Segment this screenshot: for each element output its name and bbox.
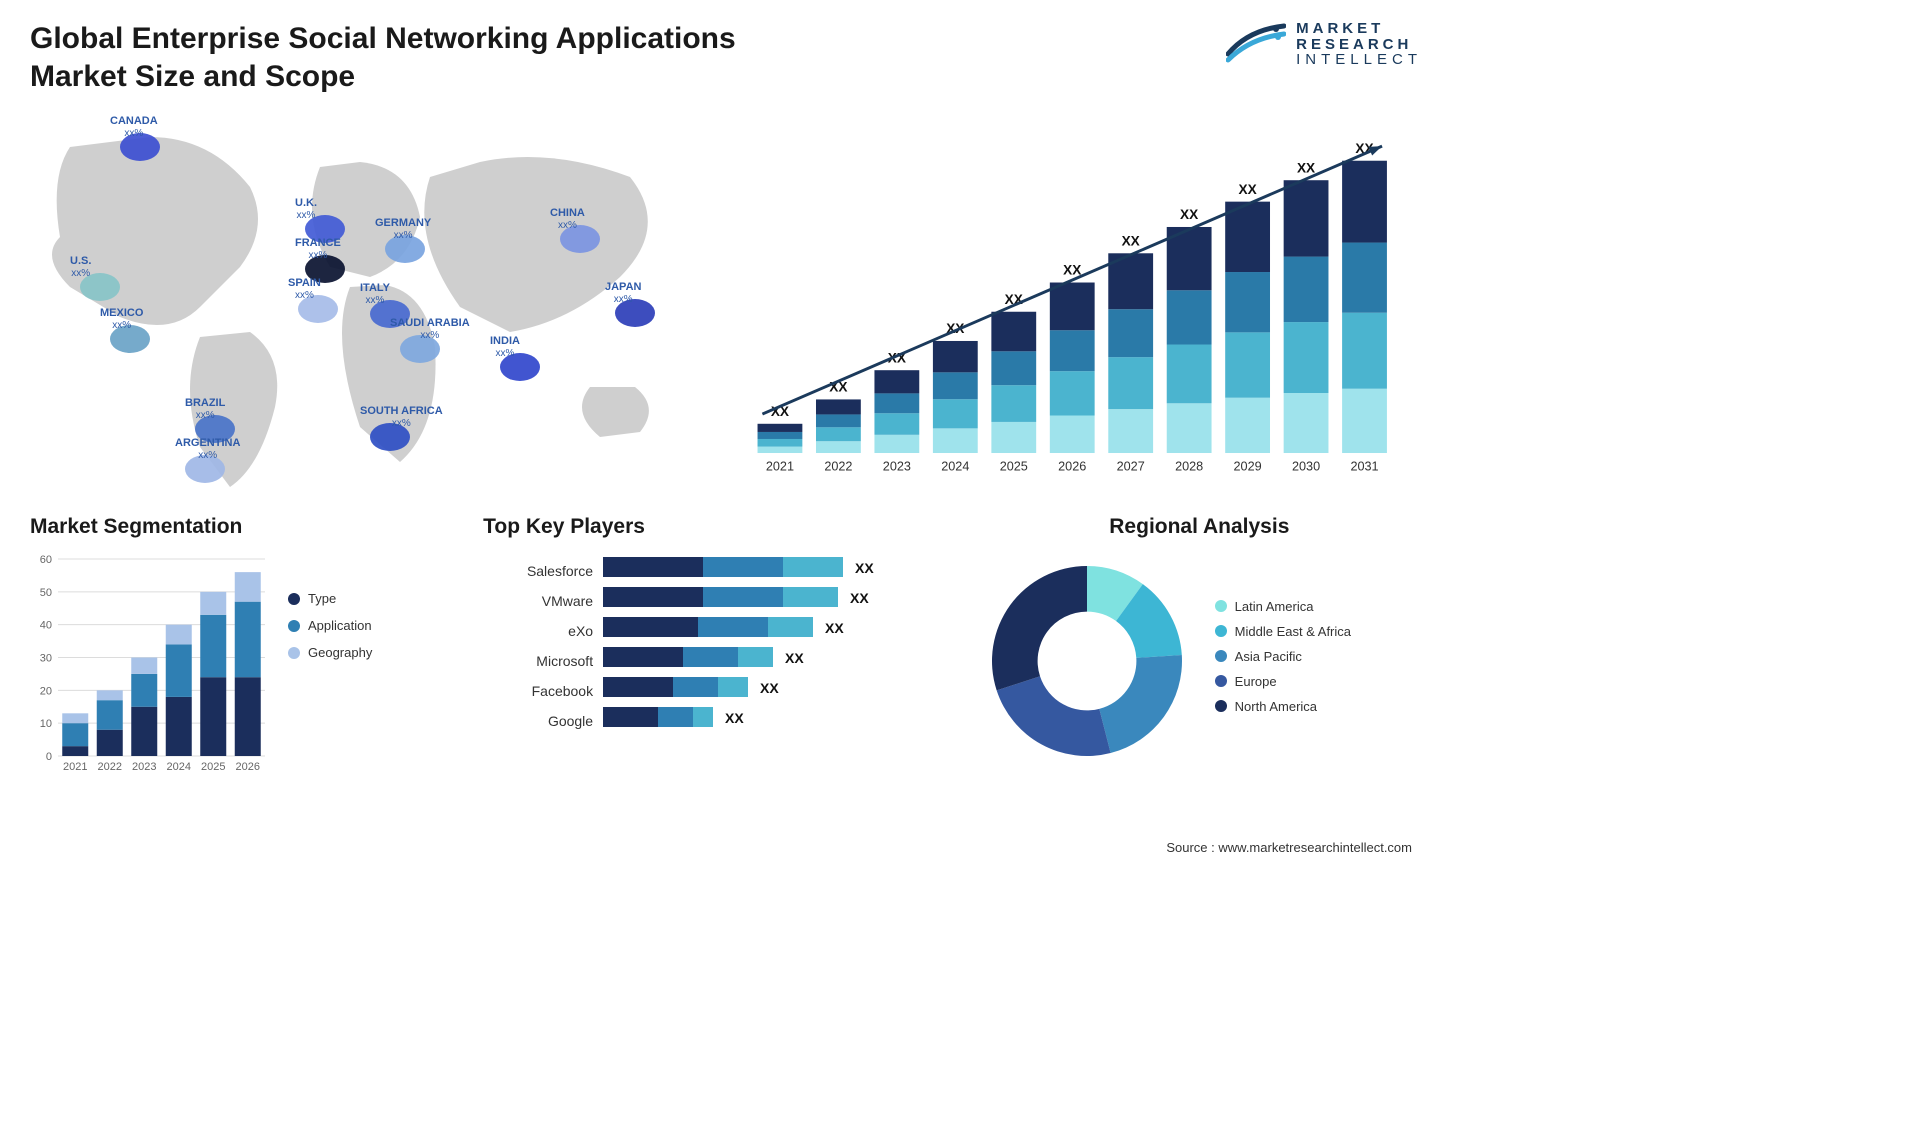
svg-text:XX: XX [760,680,779,696]
svg-text:2028: 2028 [1175,460,1203,474]
player-labels: SalesforceVMwareeXoMicrosoftFacebookGoog… [483,556,593,736]
svg-text:2026: 2026 [1058,460,1086,474]
svg-text:2022: 2022 [824,460,852,474]
brand-logo: MARKET RESEARCH INTELLECT [1226,20,1422,69]
page-title: Global Enterprise Social Networking Appl… [30,20,810,95]
region-legend-north-america: North America [1215,699,1351,714]
growth-chart: XX2021XX2022XX2023XX2024XX2025XX2026XX20… [740,107,1422,487]
segmentation-legend: Type Application Geography [288,551,372,672]
svg-text:XX: XX [785,650,804,666]
segmentation-title: Market Segmentation [30,515,455,539]
player-label-salesforce: Salesforce [483,556,593,586]
svg-text:50: 50 [40,587,52,599]
map-label-argentina: ARGENTINAxx% [175,437,240,461]
svg-text:2021: 2021 [63,761,87,773]
svg-text:2026: 2026 [236,761,260,773]
map-label-u-k-: U.K.xx% [295,197,317,221]
seg-legend-type: Type [288,591,372,606]
svg-text:0: 0 [46,751,52,763]
map-label-brazil: BRAZILxx% [185,397,225,421]
svg-text:XX: XX [825,620,844,636]
map-label-canada: CANADAxx% [110,115,158,139]
svg-text:2021: 2021 [766,460,794,474]
svg-text:XX: XX [1063,263,1081,278]
region-legend-europe: Europe [1215,674,1351,689]
svg-text:2025: 2025 [201,761,225,773]
map-label-spain: SPAINxx% [288,277,321,301]
regional-legend: Latin America Middle East & Africa Asia Pa… [1215,599,1351,724]
seg-legend-geography: Geography [288,645,372,660]
logo-line2: RESEARCH [1296,37,1422,53]
svg-text:20: 20 [40,685,52,697]
map-label-japan: JAPANxx% [605,281,641,305]
svg-text:2024: 2024 [941,460,969,474]
svg-text:XX: XX [1297,160,1315,175]
player-label-vmware: VMware [483,586,593,616]
region-legend-latin-america: Latin America [1215,599,1351,614]
svg-text:2024: 2024 [167,761,191,773]
region-legend-middle-east-africa: Middle East & Africa [1215,624,1351,639]
logo-line3: INTELLECT [1296,52,1422,68]
svg-text:2030: 2030 [1292,460,1320,474]
svg-text:2031: 2031 [1350,460,1378,474]
svg-text:XX: XX [850,590,869,606]
svg-text:2029: 2029 [1234,460,1262,474]
svg-text:10: 10 [40,718,52,730]
map-label-saudi-arabia: SAUDI ARABIAxx% [390,317,470,341]
map-label-india: INDIAxx% [490,335,520,359]
svg-text:2022: 2022 [98,761,122,773]
player-label-exo: eXo [483,616,593,646]
player-label-facebook: Facebook [483,676,593,706]
svg-text:2023: 2023 [132,761,156,773]
svg-text:XX: XX [1122,233,1140,248]
regional-title: Regional Analysis [977,515,1422,539]
map-label-china: CHINAxx% [550,207,585,231]
svg-text:60: 60 [40,554,52,566]
map-label-italy: ITALYxx% [360,282,390,306]
players-chart: XX XX XX XX XX XX [593,551,923,741]
players-title: Top Key Players [483,515,949,539]
logo-swoosh-icon [1226,20,1286,69]
world-map: CANADAxx% U.S.xx% MEXICOxx% BRAZILxx% ARGENT… [30,107,710,507]
svg-text:XX: XX [1239,182,1257,197]
source-text: Source : www.marketresearchintellect.com [1166,840,1412,855]
svg-text:30: 30 [40,653,52,665]
svg-text:XX: XX [725,710,744,726]
region-legend-asia-pacific: Asia Pacific [1215,649,1351,664]
map-label-u-s-: U.S.xx% [70,255,91,279]
regional-donut [977,551,1197,771]
svg-text:2023: 2023 [883,460,911,474]
map-label-south-africa: SOUTH AFRICAxx% [360,405,443,429]
logo-line1: MARKET [1296,21,1422,37]
player-label-google: Google [483,706,593,736]
seg-legend-application: Application [288,618,372,633]
segmentation-chart: 0 10 20 30 40 50 60 2021 2022 2023 2024 2025 2026 [30,551,270,781]
svg-text:40: 40 [40,620,52,632]
svg-text:XX: XX [855,560,874,576]
svg-text:2025: 2025 [1000,460,1028,474]
svg-text:XX: XX [1180,207,1198,222]
player-label-microsoft: Microsoft [483,646,593,676]
map-label-mexico: MEXICOxx% [100,307,143,331]
svg-text:2027: 2027 [1117,460,1145,474]
map-label-france: FRANCExx% [295,237,341,261]
map-label-germany: GERMANYxx% [375,217,431,241]
